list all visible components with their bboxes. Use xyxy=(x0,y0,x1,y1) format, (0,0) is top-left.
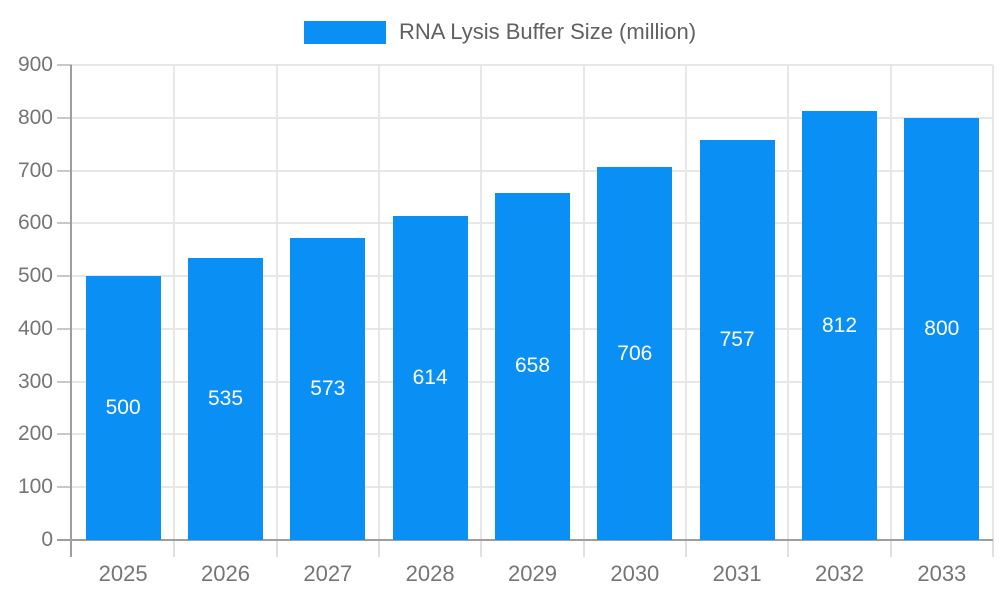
x-axis-label: 2032 xyxy=(815,561,864,586)
gridline-horizontal xyxy=(72,170,993,172)
x-axis-tick xyxy=(890,540,892,557)
y-axis-tick xyxy=(57,433,72,435)
x-axis-label: 2033 xyxy=(917,561,967,586)
gridline-vertical xyxy=(685,65,687,540)
gridline-horizontal xyxy=(72,117,993,119)
bar-value-label: 800 xyxy=(924,316,960,340)
y-axis-label: 800 xyxy=(17,106,53,129)
bar[interactable] xyxy=(85,276,161,540)
y-axis-tick xyxy=(57,328,72,330)
y-axis-label: 600 xyxy=(17,211,53,234)
y-axis-label: 0 xyxy=(41,528,53,551)
bar-value-label: 706 xyxy=(617,341,653,365)
x-axis-label: 2029 xyxy=(508,561,557,586)
bar[interactable] xyxy=(699,140,775,540)
bar-value-label: 757 xyxy=(719,328,755,352)
bar[interactable] xyxy=(188,257,263,540)
x-axis-label: 2025 xyxy=(98,561,148,586)
bar[interactable] xyxy=(802,111,877,540)
y-axis-tick xyxy=(57,486,72,488)
gridline-vertical xyxy=(276,65,278,540)
x-axis-label: 2027 xyxy=(303,561,353,586)
x-axis-tick xyxy=(787,540,789,557)
y-axis-tick xyxy=(57,381,72,383)
gridline-vertical xyxy=(583,65,585,540)
bar[interactable] xyxy=(597,167,673,540)
y-axis-tick xyxy=(57,222,72,224)
gridline-vertical xyxy=(787,65,789,540)
y-axis-label: 100 xyxy=(17,475,53,498)
bar[interactable] xyxy=(392,215,468,540)
bar-value-label: 500 xyxy=(105,396,141,420)
x-axis-line xyxy=(57,539,993,541)
y-axis-tick xyxy=(57,275,72,277)
legend[interactable]: RNA Lysis Buffer Size (million) xyxy=(0,19,1000,45)
legend-label: RNA Lysis Buffer Size (million) xyxy=(398,19,697,44)
gridline-vertical xyxy=(378,65,380,540)
bar[interactable] xyxy=(290,237,366,540)
x-axis-tick xyxy=(378,540,380,557)
bar-value-label: 614 xyxy=(412,365,448,389)
y-axis-label: 400 xyxy=(17,317,53,340)
legend-swatch xyxy=(303,20,386,44)
x-axis-tick xyxy=(480,540,482,557)
y-axis-line xyxy=(70,65,72,557)
x-axis-tick xyxy=(685,540,687,557)
bar-value-label: 535 xyxy=(207,386,244,410)
y-axis-label: 500 xyxy=(17,264,53,287)
bar-value-label: 812 xyxy=(821,313,858,337)
y-axis-label: 900 xyxy=(17,53,53,76)
bar-value-label: 658 xyxy=(514,354,551,378)
bar[interactable] xyxy=(495,192,570,540)
x-axis-label: 2028 xyxy=(405,561,455,586)
x-axis-label: 2030 xyxy=(610,561,660,586)
x-axis-tick xyxy=(583,540,585,557)
gridline-vertical xyxy=(173,65,175,540)
x-axis-tick xyxy=(992,540,994,557)
gridline-vertical xyxy=(890,65,892,540)
y-axis-tick xyxy=(57,170,72,172)
gridline-horizontal xyxy=(72,64,993,66)
gridline-vertical xyxy=(480,65,482,540)
x-axis-label: 2026 xyxy=(201,561,250,586)
gridline-vertical xyxy=(992,65,994,540)
bar-value-label: 573 xyxy=(310,376,346,400)
y-axis-label: 300 xyxy=(17,370,53,393)
y-axis-label: 700 xyxy=(17,159,53,182)
x-axis-label: 2031 xyxy=(712,561,762,586)
y-axis-label: 200 xyxy=(17,422,53,445)
x-axis-tick xyxy=(276,540,278,557)
y-axis-tick xyxy=(57,117,72,119)
bar[interactable] xyxy=(904,117,980,540)
x-axis-tick xyxy=(173,540,175,557)
y-axis-tick xyxy=(57,64,72,66)
